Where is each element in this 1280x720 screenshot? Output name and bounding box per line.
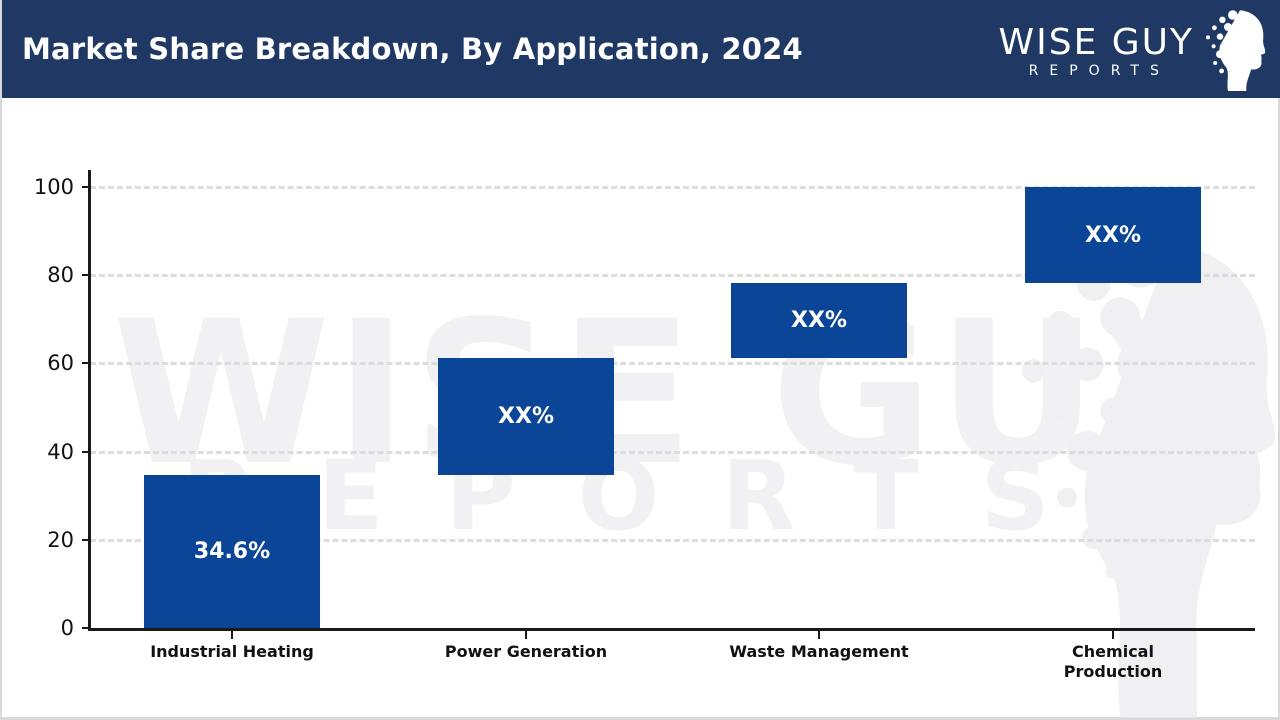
brand-logo: WISE GUY REPORTS <box>999 7 1269 91</box>
x-axis-tick <box>231 631 233 639</box>
bar: XX% <box>1025 187 1201 284</box>
grid-line <box>90 274 1255 278</box>
x-tick-label: Chemical Production <box>1063 642 1163 681</box>
y-tick-label: 100 <box>33 175 74 199</box>
grid-line <box>90 450 1255 454</box>
x-axis-tick <box>818 631 820 639</box>
bar: XX% <box>438 358 614 476</box>
y-axis-tick <box>82 274 90 277</box>
logo-head-icon <box>1206 10 1266 91</box>
y-axis-tick <box>82 450 90 453</box>
bar-value-label: 34.6% <box>193 539 271 565</box>
x-axis-tick <box>525 631 527 639</box>
y-axis-line <box>88 170 91 630</box>
bar-value-label: XX% <box>498 404 554 430</box>
grid-line <box>90 538 1255 542</box>
y-axis-tick <box>82 186 90 188</box>
y-tick-label: 80 <box>47 263 74 288</box>
y-tick-label: 40 <box>47 439 74 464</box>
y-tick-label: 0 <box>60 616 74 640</box>
y-axis-tick <box>82 627 90 629</box>
bar-value-label: XX% <box>791 308 847 334</box>
y-tick-label: 60 <box>47 351 74 376</box>
bar: XX% <box>731 283 907 359</box>
grid-line <box>90 186 1255 189</box>
market-share-chart: 0 20 40 60 80 100 34.6% XX% XX% XX% Industrial Hea… <box>2 98 1280 720</box>
logo-wiseguy-text: WISE GUY <box>998 21 1194 63</box>
y-tick-label: 20 <box>47 527 74 552</box>
x-axis-tick <box>1112 631 1114 639</box>
x-tick-label: Industrial Heating <box>150 642 314 661</box>
y-axis-tick <box>82 538 90 541</box>
y-axis-tick <box>82 362 90 365</box>
bar-value-label: XX% <box>1085 222 1141 248</box>
x-tick-label: Power Generation <box>444 642 608 661</box>
header: Market Share Breakdown, By Application, … <box>2 0 1280 98</box>
page-title: Market Share Breakdown, By Application, … <box>22 32 803 66</box>
watermark-reports-text: REPORTS <box>182 440 1112 552</box>
logo-reports-text: REPORTS <box>1028 62 1170 79</box>
grid-line <box>90 362 1255 366</box>
x-tick-label: Waste Management <box>729 642 909 661</box>
bar: 34.6% <box>144 475 320 628</box>
x-axis-line <box>88 628 1255 631</box>
